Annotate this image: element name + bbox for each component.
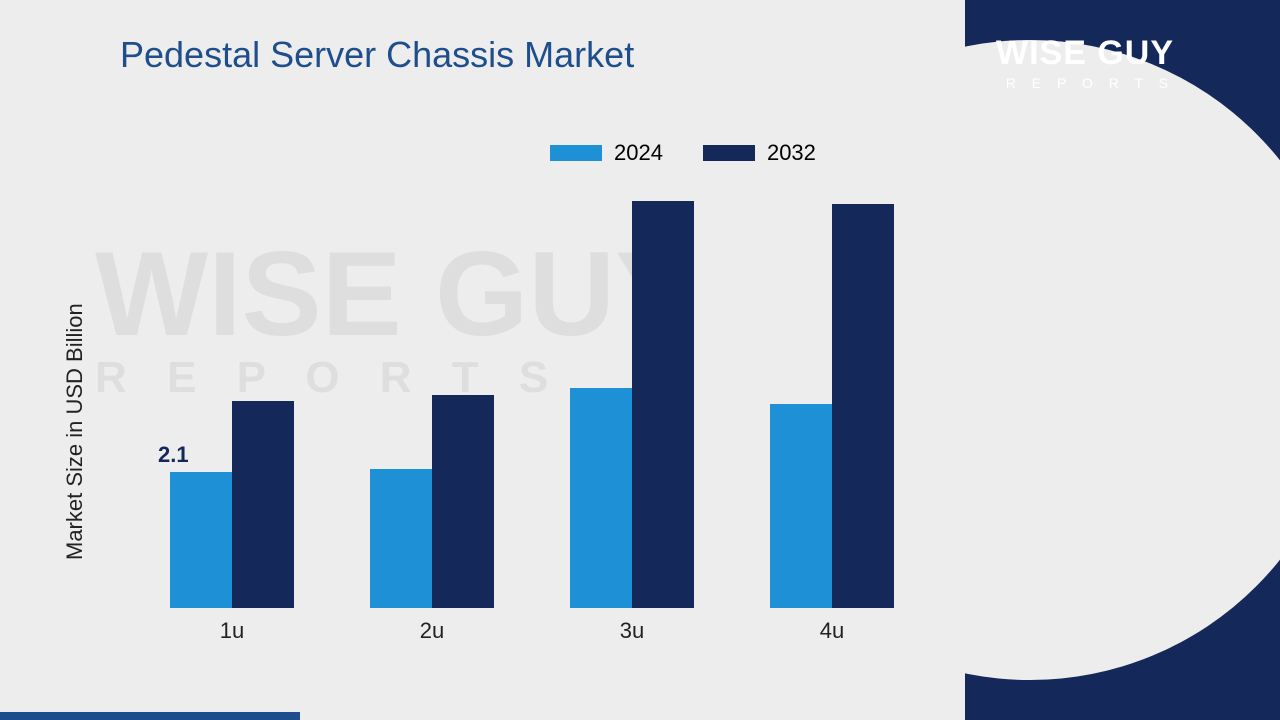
- brand-logo-sub: R E P O R T S: [996, 75, 1174, 91]
- legend-swatch-0: [550, 145, 602, 161]
- bar-2024-1u: [170, 472, 232, 608]
- value-label-2.1: 2.1: [158, 442, 189, 468]
- legend-item-1: 2032: [703, 140, 816, 166]
- bar-2032-1u: [232, 401, 294, 608]
- y-axis-label: Market Size in USD Billion: [62, 303, 88, 560]
- legend-label-0: 2024: [614, 140, 663, 166]
- bar-2024-3u: [570, 388, 632, 608]
- legend-item-0: 2024: [550, 140, 663, 166]
- x-label-4u: 4u: [770, 618, 894, 644]
- bar-2024-2u: [370, 469, 432, 608]
- page: WISE GUY R E P O R T S WISE GUY R E P O …: [0, 0, 1280, 720]
- legend-label-1: 2032: [767, 140, 816, 166]
- footer-accent-bar: [0, 712, 300, 720]
- x-label-3u: 3u: [570, 618, 694, 644]
- x-label-1u: 1u: [170, 618, 294, 644]
- plot-area: 1u2u3u4u: [170, 188, 890, 608]
- brand-logo-main: WISE GUY: [996, 34, 1174, 73]
- bar-2024-4u: [770, 404, 832, 608]
- x-label-2u: 2u: [370, 618, 494, 644]
- legend: 2024 2032: [550, 140, 816, 166]
- bar-2032-4u: [832, 204, 894, 608]
- bar-2032-2u: [432, 395, 494, 608]
- bar-2032-3u: [632, 201, 694, 608]
- legend-swatch-1: [703, 145, 755, 161]
- brand-logo: WISE GUY R E P O R T S: [996, 34, 1174, 91]
- chart-title: Pedestal Server Chassis Market: [120, 34, 634, 76]
